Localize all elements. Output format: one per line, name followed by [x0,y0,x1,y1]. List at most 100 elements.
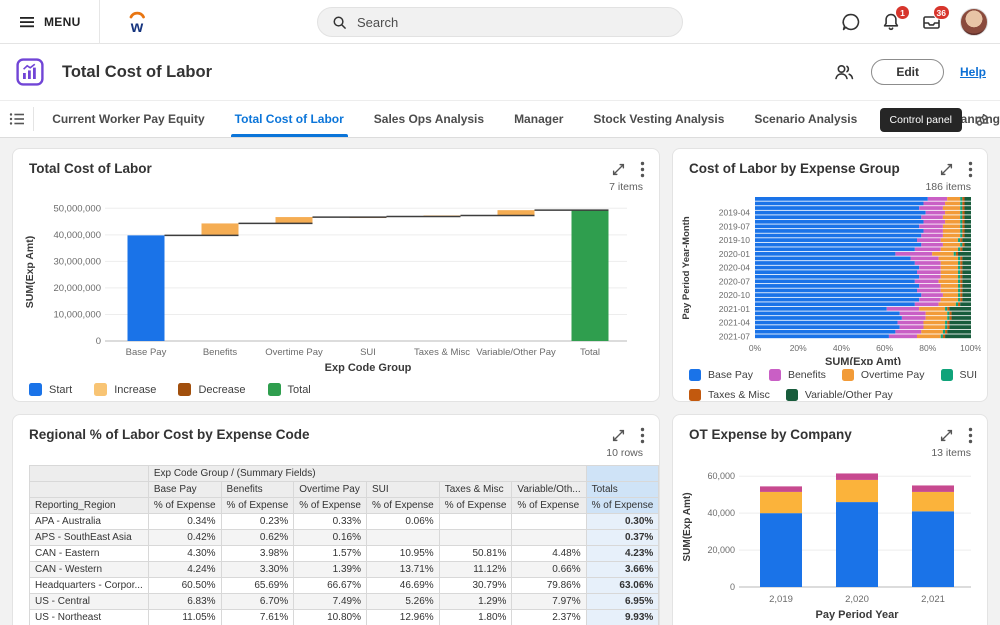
table-row[interactable]: CAN - Western 4.24% 3.30% 1.39% 13.71% 11.12%… [29,561,659,578]
value-cell: 5.26% [365,593,440,610]
legend-item[interactable]: Total [267,383,311,396]
svg-text:0%: 0% [749,343,762,353]
table-row[interactable]: APS - SouthEast Asia 0.42% 0.62% 0.16% 0.37% [29,529,659,546]
inbox-tray-icon [922,16,940,29]
legend-item[interactable]: SUI [940,369,977,381]
legend-item[interactable]: Start [29,383,72,396]
legend-item[interactable]: Decrease [178,383,246,396]
tab-manager[interactable]: Manager [514,112,564,126]
panel-title: Regional % of Labor Cost by Expense Code [29,427,310,442]
value-cell: 0.16% [293,529,367,546]
legend-label: Decrease [198,383,246,396]
legend-item[interactable]: Taxes & Misc [689,389,770,401]
value-cell: 0.06% [365,513,440,530]
edit-button[interactable]: Edit [871,59,944,85]
svg-text:2,019: 2,019 [769,594,793,605]
svg-text:2021-01: 2021-01 [719,304,750,314]
dashboard-icon [16,58,44,86]
kebab-menu-icon[interactable] [968,427,973,444]
column-header[interactable]: Base Pay [147,481,222,498]
svg-text:SUI: SUI [360,347,376,358]
panel-ot-expense-by-company: OT Expense by Company 13 items 0 20,000 40… [672,414,988,625]
tab-scenario-analysis[interactable]: Scenario Analysis [754,112,858,126]
tab-current-worker-pay-equity[interactable]: Current Worker Pay Equity [52,112,205,126]
svg-text:60,000: 60,000 [707,471,735,481]
legend-swatch [768,369,781,381]
legend-item[interactable]: Increase [94,383,156,396]
value-cell: 11.05% [147,609,222,625]
page-header-actions: Edit Help [833,59,986,85]
sliders-icon[interactable] [974,113,990,127]
audience-icon[interactable] [833,62,855,82]
value-cell [511,529,587,546]
value-cell: 0.66% [511,561,587,578]
panel-title: OT Expense by Company [689,427,852,442]
notifications-button[interactable]: 1 [880,5,910,33]
board-list-button[interactable] [0,101,33,137]
legend-item[interactable]: Base Pay [689,369,753,381]
user-avatar[interactable] [960,8,988,36]
value-cell: 0.23% [220,513,295,530]
svg-text:2020-04: 2020-04 [719,263,750,273]
value-cell: 66.67% [293,577,367,594]
tab-total-cost-of-labor[interactable]: Total Cost of Labor [230,101,348,137]
legend-label: Benefits [787,369,826,381]
page-header: Total Cost of Labor Edit Help [0,44,1000,100]
svg-text:80%: 80% [919,343,936,353]
table-row[interactable]: US - Central 6.83% 6.70% 7.49% 5.26% 1.29% 7.9… [29,593,659,610]
value-cell: 6.83% [147,593,222,610]
table-row[interactable]: US - Northeast 11.05% 7.61% 10.80% 12.96% 1.8… [29,609,659,625]
value-cell: 4.48% [511,545,587,562]
svg-text:Overtime Pay: Overtime Pay [265,347,323,358]
column-header[interactable]: Taxes & Misc [438,481,513,498]
legend-label: Base Pay [708,369,753,381]
svg-text:Benefits: Benefits [203,347,238,358]
value-cell: 0.34% [147,513,222,530]
table-row[interactable]: Headquarters - Corpor... 60.50% 65.69% 66.6… [29,577,659,594]
legend-item[interactable]: Overtime Pay [841,369,925,381]
waterfall-chart: 0 10,000,000 20,000,000 30,000,000 40,000,00… [24,203,627,374]
column-header[interactable]: Totals [585,481,659,498]
legend-item[interactable]: Benefits [768,369,826,381]
chat-button[interactable] [840,11,862,33]
legend-label: Total [287,383,311,396]
tab-stock-vesting-analysis[interactable]: Stock Vesting Analysis [593,112,725,126]
column-header[interactable]: Benefits [220,481,295,498]
expand-icon[interactable] [611,428,626,443]
list-icon [9,113,24,125]
value-cell [438,529,513,546]
svg-text:0: 0 [96,336,101,347]
svg-text:100%: 100% [960,343,981,353]
expand-icon[interactable] [611,162,626,177]
svg-text:2020-01: 2020-01 [719,249,750,259]
kebab-menu-icon[interactable] [968,161,973,178]
tab-sales-ops-analysis[interactable]: Sales Ops Analysis [373,112,485,126]
column-header[interactable]: Variable/Oth... [511,481,587,498]
search-input[interactable]: Search [317,7,683,37]
value-cell: 3.66% [585,561,659,578]
control-panel-button[interactable]: Control panel [879,108,962,132]
column-header[interactable]: SUI [365,481,440,498]
workday-logo[interactable]: w [100,8,174,36]
stacked-bar-chart: 2019-04 2019-07 2019-10 2020-01 2020-04 2020-… [681,197,981,365]
column-header[interactable]: Overtime Pay [293,481,367,498]
tab-bar: Current Worker Pay Equity Total Cost of L… [0,100,1000,138]
expand-icon[interactable] [939,428,954,443]
inbox-button[interactable]: 36 [920,5,950,33]
menu-button[interactable]: MENU [0,0,99,43]
regional-table-wrap: Exp Code Group / (Summary Fields) Base Pa… [13,459,659,625]
help-link[interactable]: Help [959,65,986,79]
region-cell: CAN - Eastern [29,545,149,562]
svg-text:Base Pay: Base Pay [126,347,167,358]
svg-text:2020-10: 2020-10 [719,290,750,300]
kebab-menu-icon[interactable] [640,161,645,178]
inbox-badge: 36 [932,5,950,20]
kebab-menu-icon[interactable] [640,427,645,444]
legend-label: Start [49,383,73,396]
table-row[interactable]: APA - Australia 0.34% 0.23% 0.33% 0.06% 0.30% [29,513,659,530]
region-header[interactable]: Reporting_Region [29,497,149,514]
table-row[interactable]: CAN - Eastern 4.30% 3.98% 1.57% 10.95% 50.81%… [29,545,659,562]
expand-icon[interactable] [939,162,954,177]
legend-item[interactable]: Variable/Other Pay [785,389,893,401]
